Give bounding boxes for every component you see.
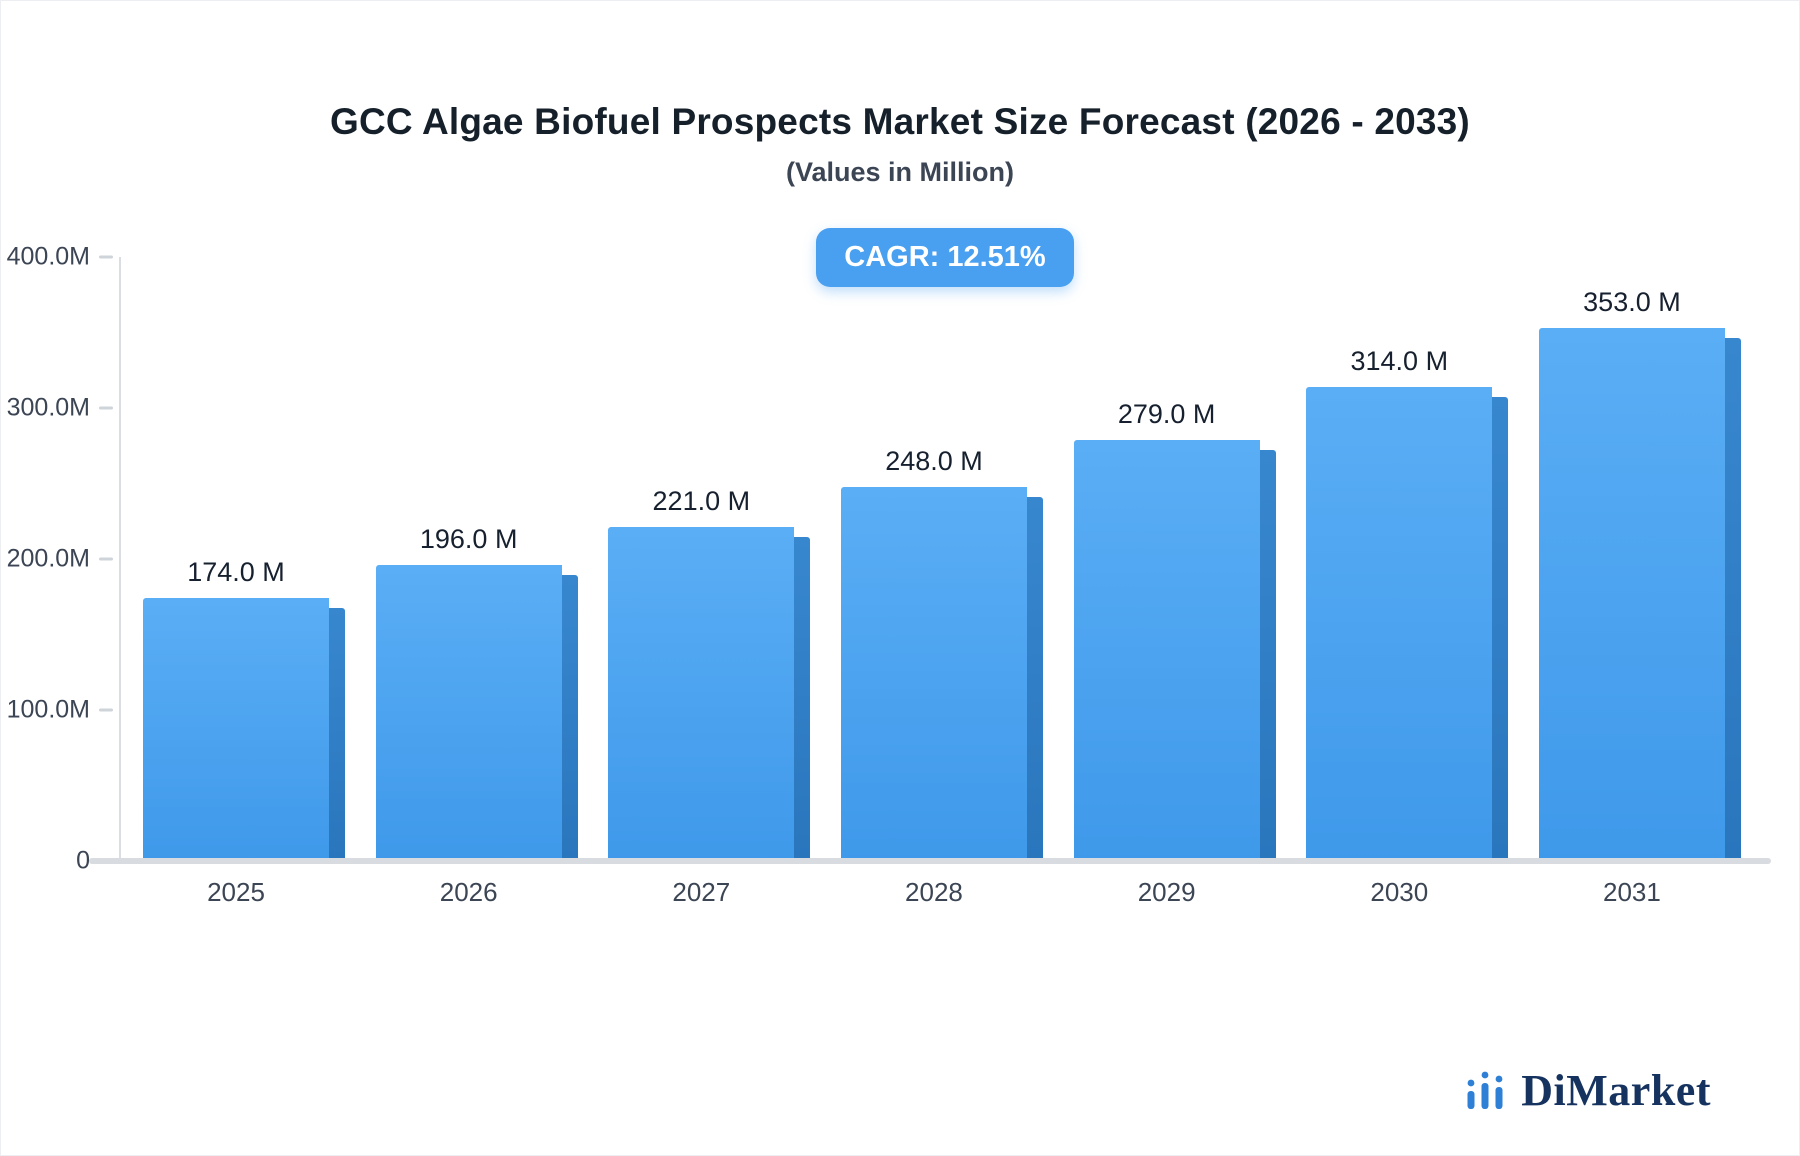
bars-container: 174.0 M 196.0 M 221.0 M 248.0 M 279.0 M 314.0… (119, 257, 1771, 861)
bar-value-label: 196.0 M (419, 524, 518, 555)
x-axis-labels: 2025 2026 2027 2028 2029 2030 2031 (119, 877, 1771, 908)
dimarket-logo: DiMarket (1463, 1067, 1711, 1113)
bar-face (608, 527, 795, 861)
x-axis-label-2027: 2027 (672, 877, 731, 907)
bar-face (1073, 439, 1260, 861)
bar-2026: 196.0 M (375, 524, 578, 861)
x-axis-label-2026: 2026 (439, 877, 498, 907)
y-tick-label: 200.0M (6, 544, 90, 573)
y-axis: 0 100.0M 200.0M 300.0M 400.0M (1, 243, 113, 875)
bar-shape (1073, 439, 1276, 861)
y-tick-label: 300.0M (6, 393, 90, 422)
bar-side-3d (561, 575, 578, 861)
bar-shape (840, 486, 1043, 861)
cagr-badge-row: CAGR: 12.51% (119, 228, 1771, 287)
bar-face (375, 565, 562, 861)
bar-side-3d (1492, 396, 1509, 861)
bar-shape (1306, 386, 1509, 861)
y-tick-400.0M: 400.0M (7, 243, 113, 272)
bar-side-3d (1259, 449, 1276, 861)
chart-title: GCC Algae Biofuel Prospects Market Size … (330, 101, 1470, 142)
x-axis-line (89, 858, 1771, 864)
bar-side-3d (329, 608, 345, 861)
y-tick-label: 0 (76, 846, 90, 875)
x-axis-label-2028: 2028 (905, 877, 963, 907)
bar-2028: 248.0 M (840, 445, 1043, 861)
bar-chart-icon (1467, 1071, 1503, 1109)
y-tick-300.0M: 300.0M (7, 394, 113, 423)
y-tick-mark (99, 255, 113, 259)
bar-side-3d (794, 537, 811, 861)
y-tick-200.0M: 200.0M (7, 545, 113, 574)
bar-shape (375, 565, 578, 861)
bar-side-3d (1724, 337, 1741, 861)
cagr-badge: CAGR: 12.51% (816, 228, 1074, 287)
x-axis-label-2029: 2029 (1137, 877, 1196, 907)
bar-side-3d (1026, 496, 1043, 861)
bar-face (1538, 327, 1725, 861)
bar-2025: 174.0 M (143, 557, 345, 861)
bar-value-label: 221.0 M (652, 486, 751, 517)
bar-value-label: 248.0 M (885, 445, 983, 476)
y-tick-mark (99, 406, 113, 410)
y-axis-line (119, 257, 121, 861)
x-axis-label-2031: 2031 (1603, 877, 1661, 907)
y-tick-label: 100.0M (6, 695, 90, 724)
bar-value-label: 353.0 M (1583, 286, 1681, 317)
bar-value-label: 279.0 M (1117, 398, 1216, 429)
plot-area: 174.0 M 196.0 M 221.0 M 248.0 M 279.0 M 314.0… (89, 257, 1771, 864)
bar-2030: 314.0 M (1306, 345, 1509, 861)
bar-2031: 353.0 M (1538, 286, 1741, 861)
x-axis-label-2025: 2025 (207, 877, 265, 907)
y-tick-label: 400.0M (6, 242, 90, 271)
x-axis-label-2030: 2030 (1370, 877, 1429, 907)
bar-face (840, 486, 1027, 861)
bar-value-label: 314.0 M (1350, 345, 1449, 376)
bar-value-label: 174.0 M (187, 557, 285, 588)
bar-shape (608, 527, 811, 861)
chart-subtitle: (Values in Million) (785, 157, 1015, 187)
bar-shape (1538, 327, 1741, 861)
y-tick-mark (99, 557, 113, 561)
bar-face (143, 598, 329, 861)
bar-2029: 279.0 M (1073, 398, 1276, 861)
bar-2027: 221.0 M (608, 486, 811, 861)
y-tick-100.0M: 100.0M (7, 696, 113, 725)
dimarket-logo-text: DiMarket (1521, 1066, 1711, 1115)
bar-shape (143, 598, 345, 861)
y-tick-mark (99, 708, 113, 712)
bar-face (1306, 386, 1493, 861)
bar-chart: 0 100.0M 200.0M 300.0M 400.0M 174.0 M 196.0 M… (1, 243, 1799, 908)
